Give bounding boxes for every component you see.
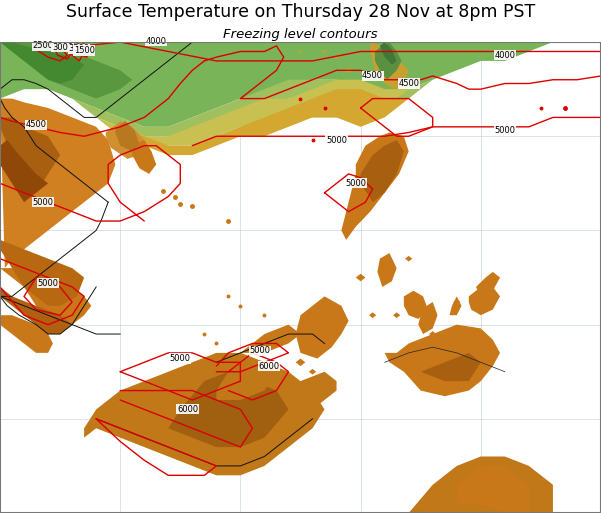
Polygon shape [296, 359, 305, 366]
Polygon shape [341, 132, 409, 240]
Polygon shape [345, 68, 352, 73]
Polygon shape [356, 274, 365, 281]
Polygon shape [429, 331, 436, 337]
Polygon shape [361, 140, 404, 202]
Polygon shape [120, 89, 409, 155]
Polygon shape [393, 312, 400, 318]
Polygon shape [450, 297, 462, 315]
Polygon shape [84, 353, 325, 476]
Polygon shape [405, 256, 412, 262]
Text: 6000: 6000 [177, 405, 198, 414]
Polygon shape [457, 466, 529, 513]
Text: 5000: 5000 [495, 126, 515, 135]
Polygon shape [0, 287, 72, 334]
Polygon shape [375, 42, 401, 80]
Polygon shape [334, 55, 340, 60]
Polygon shape [469, 287, 500, 315]
Polygon shape [0, 42, 132, 98]
Polygon shape [96, 80, 409, 146]
Polygon shape [296, 297, 349, 359]
Text: 4500: 4500 [26, 121, 46, 129]
Polygon shape [240, 325, 300, 353]
Polygon shape [409, 457, 553, 513]
Text: 3500: 3500 [69, 44, 90, 53]
Polygon shape [385, 325, 500, 396]
Text: 2500: 2500 [33, 41, 53, 50]
Polygon shape [425, 322, 431, 327]
Polygon shape [404, 291, 428, 319]
Polygon shape [299, 50, 302, 53]
Polygon shape [380, 42, 397, 65]
Polygon shape [0, 315, 53, 353]
Text: 1500: 1500 [74, 46, 94, 55]
Text: 4500: 4500 [362, 71, 383, 81]
Text: 4500: 4500 [398, 79, 419, 88]
Polygon shape [288, 372, 337, 409]
Text: 3000: 3000 [52, 43, 73, 52]
Polygon shape [168, 372, 288, 447]
Text: Freezing level contours: Freezing level contours [223, 28, 378, 41]
Polygon shape [0, 268, 91, 325]
Text: Surface Temperature on Thursday 28 Nov at 8pm PST: Surface Temperature on Thursday 28 Nov a… [66, 3, 535, 21]
Text: 5000: 5000 [346, 179, 366, 188]
Polygon shape [476, 272, 500, 297]
Polygon shape [0, 117, 60, 193]
Polygon shape [72, 80, 433, 136]
Polygon shape [0, 140, 48, 202]
Polygon shape [453, 299, 460, 305]
Polygon shape [369, 312, 376, 318]
Text: 4000: 4000 [146, 36, 166, 46]
Text: 5000: 5000 [326, 135, 347, 145]
Polygon shape [309, 369, 316, 374]
Text: 5000: 5000 [170, 354, 191, 363]
Polygon shape [418, 302, 438, 334]
Polygon shape [381, 265, 388, 271]
Polygon shape [216, 353, 276, 400]
Polygon shape [370, 42, 409, 89]
Polygon shape [0, 42, 601, 127]
Text: 5000: 5000 [33, 198, 53, 207]
Polygon shape [0, 98, 115, 268]
Polygon shape [106, 121, 144, 159]
Polygon shape [421, 353, 481, 381]
Text: 4000: 4000 [495, 51, 515, 60]
Polygon shape [0, 240, 84, 306]
Polygon shape [377, 253, 397, 287]
Text: 6000: 6000 [258, 362, 280, 370]
Polygon shape [322, 50, 327, 53]
Polygon shape [132, 140, 156, 174]
Text: 5000: 5000 [38, 279, 58, 288]
Text: 5000: 5000 [249, 346, 270, 356]
Polygon shape [0, 42, 84, 84]
Polygon shape [115, 121, 139, 151]
Polygon shape [321, 378, 328, 384]
